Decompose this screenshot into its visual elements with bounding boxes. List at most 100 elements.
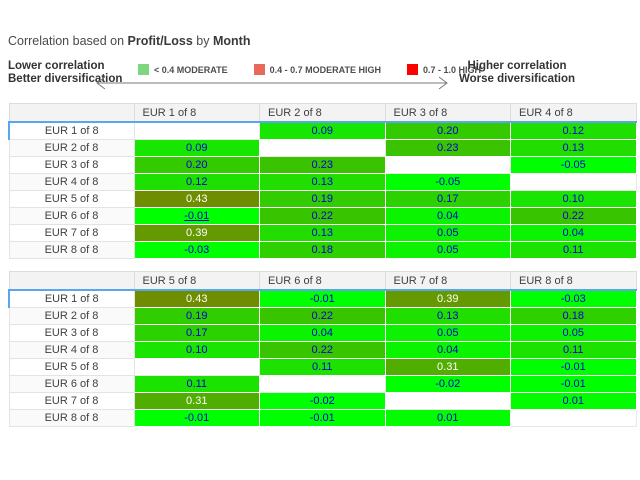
correlation-cell[interactable]: 0.04 (384, 341, 511, 359)
correlation-cell[interactable]: 0.01 (384, 409, 511, 427)
correlation-cell[interactable]: 0.43 (133, 289, 260, 308)
table-row: EUR 1 of 8 0.43 -0.01 0.39 -0.03 (8, 289, 637, 308)
higher-correlation-line1: Higher correlation (467, 60, 567, 72)
diagonal-blank-cell (510, 409, 637, 427)
correlation-cell[interactable]: 0.23 (259, 156, 386, 174)
correlation-cell[interactable]: -0.03 (510, 289, 637, 308)
column-header: EUR 3 of 8 (384, 103, 511, 123)
correlation-cell[interactable]: 0.43 (133, 190, 260, 208)
legend-item-moderate-high: 0.4 - 0.7 MODERATE HIGH (253, 64, 381, 75)
correlation-cell[interactable]: 0.18 (510, 307, 637, 325)
table-row: EUR 6 of 8 -0.01 0.22 0.04 0.22 (8, 207, 637, 225)
table-row: EUR 5 of 8 0.43 0.19 0.17 0.10 (8, 190, 637, 208)
correlation-cell[interactable]: 0.31 (133, 392, 260, 410)
table-row: EUR 8 of 8 -0.01 -0.01 0.01 (8, 409, 637, 427)
row-label: EUR 2 of 8 (8, 307, 135, 325)
correlation-cell[interactable]: 0.39 (384, 289, 511, 308)
correlation-cell[interactable]: 0.05 (384, 241, 511, 259)
correlation-cell[interactable]: 0.17 (384, 190, 511, 208)
correlation-cell[interactable]: 0.05 (384, 324, 511, 342)
diversification-arrow-icon (96, 76, 448, 90)
title-period: Month (212, 34, 251, 48)
title-mid: by (192, 34, 213, 48)
correlation-cell[interactable]: 0.09 (133, 139, 260, 157)
correlation-cell[interactable]: 0.11 (133, 375, 260, 393)
correlation-cell[interactable]: 0.22 (259, 207, 386, 225)
legend-item-high: 0.7 - 1.0 HIGH (406, 64, 481, 75)
table-row: EUR 2 of 8 0.19 0.22 0.13 0.18 (8, 307, 637, 325)
correlation-cell[interactable]: 0.13 (259, 224, 386, 242)
correlation-cell[interactable]: 0.18 (259, 241, 386, 259)
table-row: EUR 4 of 8 0.12 0.13 -0.05 (8, 173, 637, 191)
diagonal-blank-cell (384, 156, 511, 174)
matrix-corner-cell (8, 103, 135, 123)
table-row: EUR 7 of 8 0.39 0.13 0.05 0.04 (8, 224, 637, 242)
correlation-cell[interactable]: -0.02 (259, 392, 386, 410)
correlation-cell[interactable]: 0.22 (259, 307, 386, 325)
correlation-cell[interactable]: 0.09 (259, 121, 386, 140)
row-label: EUR 1 of 8 (8, 121, 135, 140)
correlation-cell[interactable]: 0.19 (259, 190, 386, 208)
correlation-cell[interactable]: -0.01 (133, 207, 260, 225)
correlation-cell[interactable]: -0.05 (384, 173, 511, 191)
correlation-cell[interactable]: 0.22 (510, 207, 637, 225)
correlation-cell[interactable]: 0.22 (259, 341, 386, 359)
matrix-table: EUR 1 of 8 EUR 2 of 8 EUR 3 of 8 EUR 4 of 8… (8, 103, 637, 259)
correlation-cell[interactable]: 0.20 (133, 156, 260, 174)
correlation-cell[interactable]: 0.12 (133, 173, 260, 191)
correlation-cell[interactable]: 0.05 (384, 224, 511, 242)
diagonal-blank-cell (259, 375, 386, 393)
high-swatch-icon (406, 64, 418, 75)
row-label: EUR 6 of 8 (8, 207, 135, 225)
correlation-cell[interactable]: 0.10 (133, 341, 260, 359)
correlation-cell[interactable]: 0.31 (384, 358, 511, 376)
correlation-cell[interactable]: -0.01 (510, 375, 637, 393)
column-header: EUR 7 of 8 (384, 271, 511, 291)
row-label: EUR 5 of 8 (8, 358, 135, 376)
table-row: EUR 5 of 8 0.11 0.31 -0.01 (8, 358, 637, 376)
table-row: EUR 1 of 8 0.09 0.20 0.12 (8, 121, 637, 140)
correlation-cell[interactable]: 0.05 (510, 324, 637, 342)
correlation-cell[interactable]: 0.11 (510, 241, 637, 259)
table-row: EUR 2 of 8 0.09 0.23 0.13 (8, 139, 637, 157)
correlation-cell[interactable]: -0.01 (259, 289, 386, 308)
correlation-cell[interactable]: -0.01 (259, 409, 386, 427)
row-label: EUR 8 of 8 (8, 409, 135, 427)
legend-item-label: < 0.4 MODERATE (154, 64, 228, 75)
correlation-cell[interactable]: 0.19 (133, 307, 260, 325)
correlation-cell[interactable]: 0.13 (384, 307, 511, 325)
legend-item-label: 0.7 - 1.0 HIGH (422, 64, 481, 75)
correlation-cell[interactable]: 0.01 (510, 392, 637, 410)
correlation-cell[interactable]: 0.04 (510, 224, 637, 242)
diagonal-blank-cell (510, 173, 637, 191)
correlation-cell[interactable]: -0.01 (133, 409, 260, 427)
correlation-cell[interactable]: 0.11 (510, 341, 637, 359)
correlation-cell[interactable]: 0.13 (259, 173, 386, 191)
row-label: EUR 8 of 8 (8, 241, 135, 259)
correlation-cell[interactable]: 0.12 (510, 121, 637, 140)
row-label: EUR 5 of 8 (8, 190, 135, 208)
correlation-cell[interactable]: 0.23 (384, 139, 511, 157)
correlation-cell[interactable]: -0.02 (384, 375, 511, 393)
correlation-cell[interactable]: -0.01 (510, 358, 637, 376)
correlation-cell[interactable]: 0.13 (510, 139, 637, 157)
column-header: EUR 5 of 8 (133, 271, 260, 291)
correlation-cell[interactable]: 0.39 (133, 224, 260, 242)
title-prefix: Correlation based on (8, 34, 128, 48)
correlation-cell[interactable]: 0.04 (384, 207, 511, 225)
column-header: EUR 4 of 8 (510, 103, 637, 123)
row-label: EUR 7 of 8 (8, 224, 135, 242)
lower-correlation-line1: Lower correlation (8, 60, 105, 72)
diagonal-blank-cell (259, 139, 386, 157)
correlation-cell[interactable]: -0.03 (133, 241, 260, 259)
correlation-cell[interactable]: 0.10 (510, 190, 637, 208)
table-row: EUR 8 of 8 -0.03 0.18 0.05 0.11 (8, 241, 637, 259)
correlation-cell[interactable]: 0.17 (133, 324, 260, 342)
correlation-cell[interactable]: 0.20 (384, 121, 511, 140)
row-label: EUR 4 of 8 (8, 341, 135, 359)
correlation-cell[interactable]: 0.04 (259, 324, 386, 342)
row-label: EUR 4 of 8 (8, 173, 135, 191)
correlation-cell[interactable]: -0.05 (510, 156, 637, 174)
correlation-cell[interactable]: 0.11 (259, 358, 386, 376)
